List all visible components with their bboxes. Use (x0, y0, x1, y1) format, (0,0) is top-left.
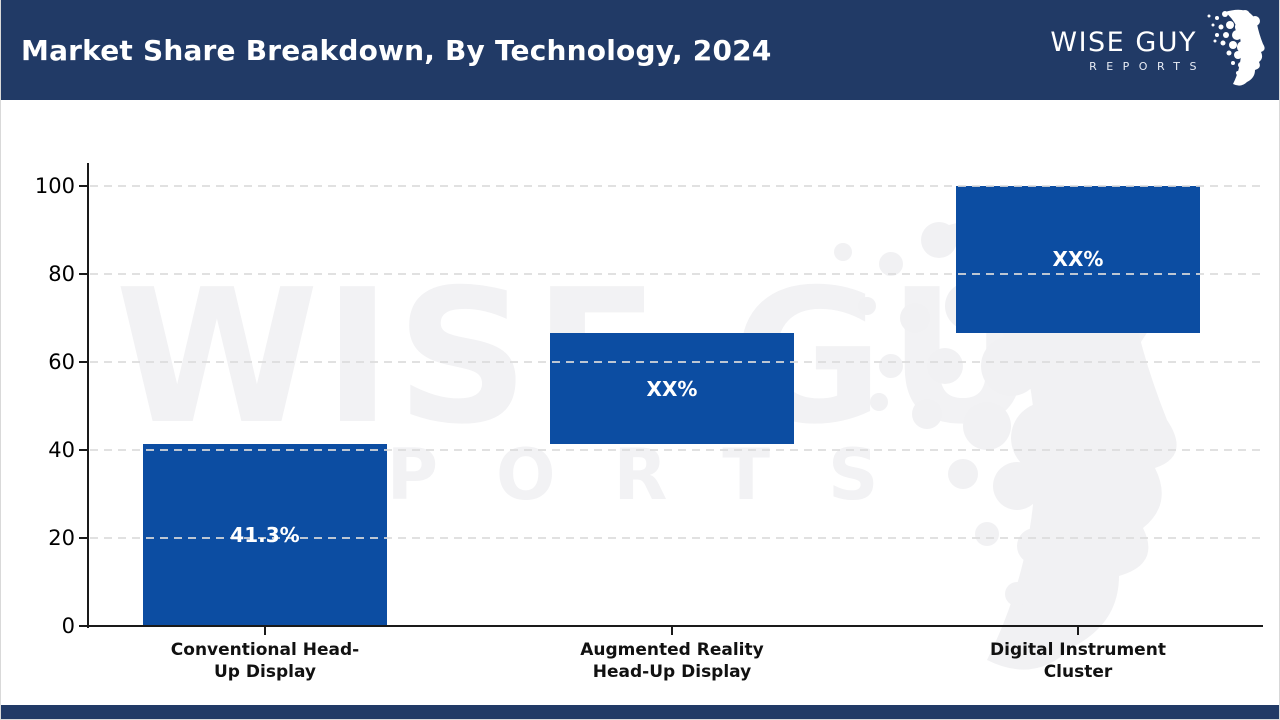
wiseguy-logo-text: WISE GUY REPORTS (1050, 29, 1197, 72)
gridline (90, 185, 1263, 187)
x-category-label: Digital Instrument Cluster (990, 640, 1166, 682)
y-tick-mark (79, 449, 87, 451)
header-bar: Market Share Breakdown, By Technology, 2… (1, 0, 1279, 100)
x-category-label: Conventional Head- Up Display (170, 640, 360, 682)
bar-segment (956, 186, 1200, 333)
y-tick-mark (79, 361, 87, 363)
bar-segment (550, 332, 794, 445)
gridline (90, 273, 1263, 275)
wiseguy-head-icon (1207, 9, 1265, 86)
y-tick-label: 60 (48, 350, 75, 374)
x-category-label: Augmented Reality Head-Up Display (580, 640, 764, 682)
gridline (90, 449, 1263, 451)
y-axis-line (87, 163, 89, 628)
gridline (90, 537, 1263, 539)
wiseguy-logo: WISE GUY REPORTS (1050, 0, 1267, 100)
y-tick-label: 100 (34, 174, 75, 198)
gridline (90, 361, 1263, 363)
x-tick-mark (264, 627, 266, 635)
y-tick-label: 40 (48, 438, 75, 462)
logo-subtitle: REPORTS (1089, 59, 1206, 73)
y-tick-mark (79, 185, 87, 187)
bar-value-label: 41.3% (230, 523, 300, 548)
y-tick-mark (79, 273, 87, 275)
x-axis-line (87, 625, 1263, 627)
page-title: Market Share Breakdown, By Technology, 2… (21, 33, 772, 67)
x-tick-mark (671, 627, 673, 635)
bar-segment (143, 444, 387, 626)
y-tick-mark (79, 537, 87, 539)
y-tick-mark (79, 625, 87, 627)
bar-value-label: XX% (646, 376, 698, 401)
y-tick-label: 20 (48, 526, 75, 550)
logo-wordmark: WISE GUY (1050, 26, 1197, 58)
y-tick-label: 80 (48, 262, 75, 286)
footer-bar (1, 705, 1279, 719)
bar-value-label: XX% (1052, 247, 1104, 272)
x-tick-mark (1077, 627, 1079, 635)
y-tick-label: 0 (61, 614, 75, 638)
